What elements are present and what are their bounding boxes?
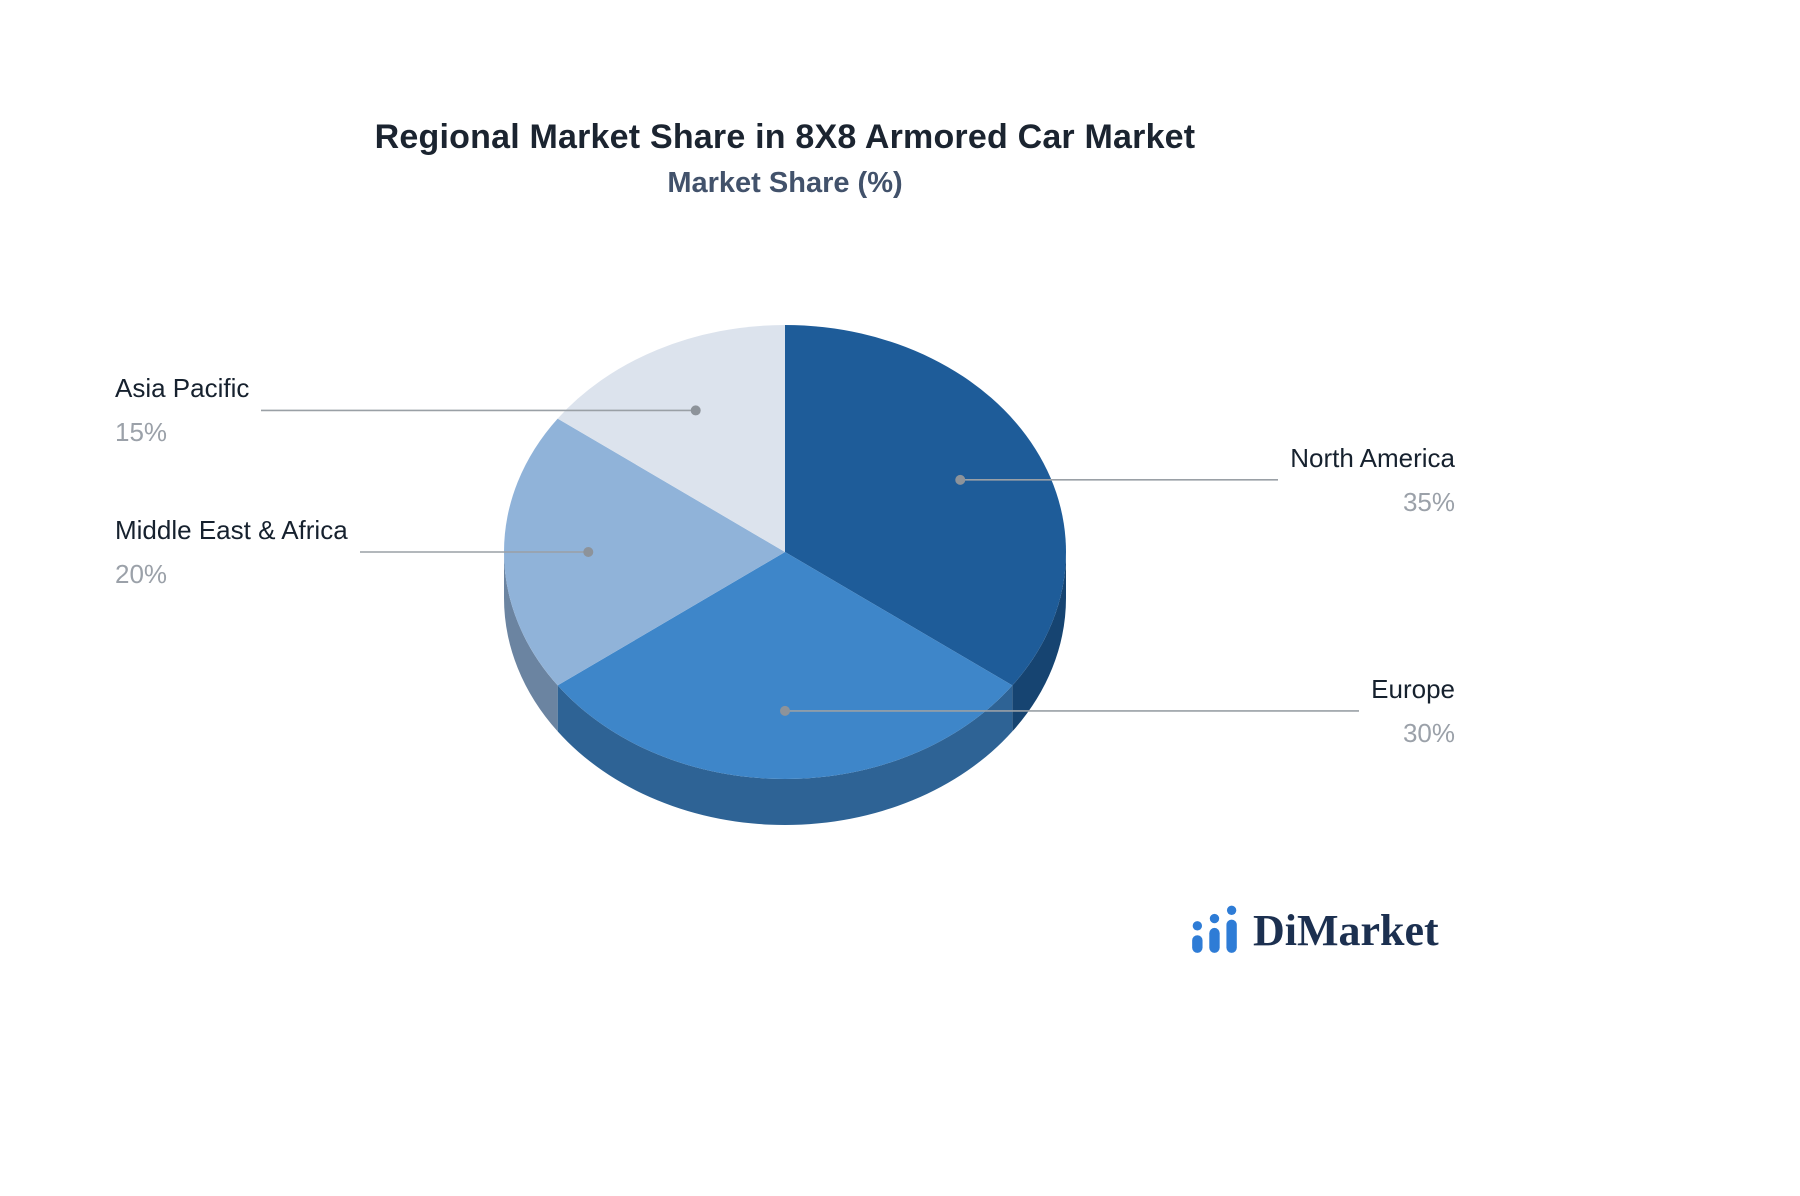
leader-dot-middle-east-africa [583,547,594,557]
slice-percentage: 15% [115,417,168,448]
slice-label: Middle East & Africa [115,515,348,545]
leader-dot-north-america [955,474,966,485]
slice-label: Europe [1371,673,1455,704]
logo-bar [1226,919,1237,953]
dimarket-logo-icon [1192,905,1237,953]
slice-percentage: 20% [115,559,168,589]
pie-slice-europe[interactable] [557,552,1013,780]
callout-europe: Europe 30% [1371,674,1455,748]
brand-name: DiMarket [1253,906,1439,955]
pie-slice-side-middle-east-africa [504,552,558,732]
logo-bar [1209,927,1220,953]
callout-middle-east-africa: Middle East & Africa 20% [115,515,348,589]
logo-bar [1192,935,1203,953]
pie-slice-asia-pacific[interactable] [557,325,785,552]
chart-title: Regional Market Share in 8X8 Armored Car… [374,118,1196,156]
leader-dot-asia-pacific [690,405,701,416]
slice-label: North America [1290,442,1455,473]
callout-north-america: North America 35% [1290,443,1455,517]
slice-percentage: 35% [1402,486,1455,517]
slice-label: Asia Pacific [115,373,250,404]
logo-dot [1192,921,1203,931]
pie-slice-middle-east-africa[interactable] [504,418,785,686]
logo-dot [1226,905,1237,915]
leader-dot-europe [780,705,790,716]
pie-slice-side-north-america [1012,552,1066,732]
chart-subtitle: Market Share (%) [667,167,903,199]
callout-asia-pacific: Asia Pacific 15% [115,373,249,447]
slice-percentage: 30% [1402,717,1455,748]
pie-slice-north-america[interactable] [785,325,1066,686]
brand-logo: DiMarket [1188,903,1439,957]
pie-slice-side-europe [557,685,1013,825]
logo-dot [1209,913,1220,924]
